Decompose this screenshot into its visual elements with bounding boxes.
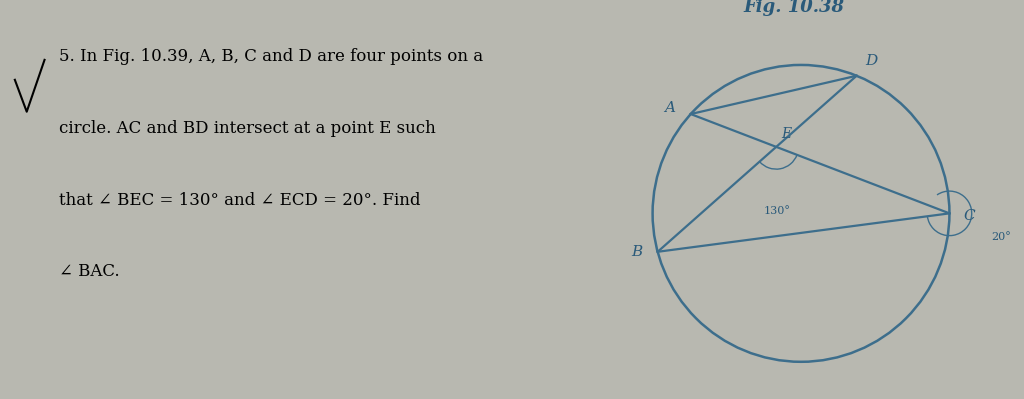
Text: that ∠ BEC = 130° and ∠ ECD = 20°. Find: that ∠ BEC = 130° and ∠ ECD = 20°. Find [59,192,421,209]
Text: A: A [665,101,676,115]
Text: circle. AC and BD intersect at a point E such: circle. AC and BD intersect at a point E… [59,120,436,137]
Text: E: E [781,126,792,140]
Text: B: B [631,245,642,259]
Text: 5. In Fig. 10.39, A, B, C and D are four points on a: 5. In Fig. 10.39, A, B, C and D are four… [59,48,483,65]
Text: ∠ BAC.: ∠ BAC. [59,263,120,280]
Text: 20°: 20° [991,231,1011,241]
Text: C: C [963,209,975,223]
Text: Fig. 10.38: Fig. 10.38 [743,0,844,16]
Text: 130°: 130° [763,206,791,217]
Text: D: D [865,54,878,68]
